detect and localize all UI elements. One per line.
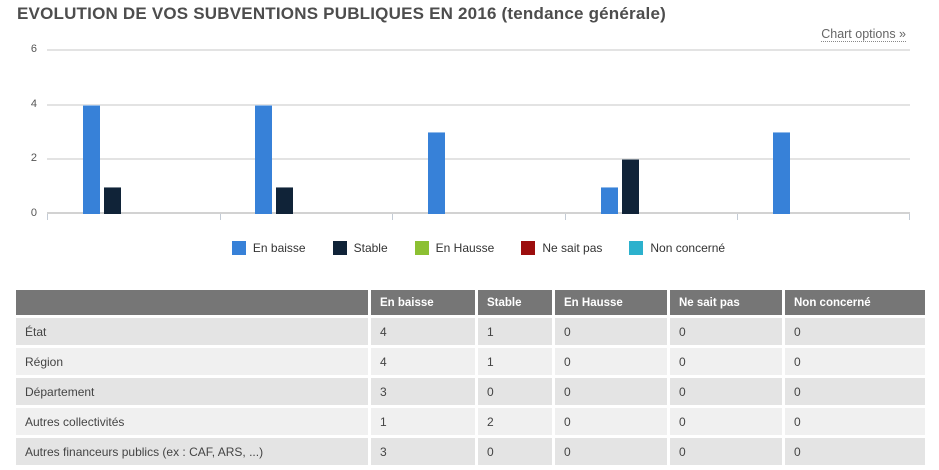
table-header-cell-ne-sait-pas: Ne sait pas bbox=[670, 290, 782, 315]
bar-en-baisse bbox=[255, 104, 273, 214]
bar-en-baisse bbox=[773, 132, 791, 214]
value-cell: 0 bbox=[785, 348, 925, 375]
value-cell: 4 bbox=[371, 348, 475, 375]
legend-item-non-concern-[interactable]: Non concerné bbox=[629, 241, 725, 255]
gridline-y6 bbox=[47, 49, 910, 51]
x-axis-tick bbox=[564, 214, 566, 220]
table-header-cell-en-baisse: En baisse bbox=[371, 290, 475, 315]
y-axis-tick-label: 2 bbox=[30, 152, 37, 165]
value-cell: 3 bbox=[371, 378, 475, 405]
bar-group bbox=[392, 50, 565, 214]
x-axis-tick bbox=[219, 214, 221, 220]
bar-group bbox=[220, 50, 393, 214]
value-cell: 0 bbox=[555, 318, 667, 345]
table-header-row: En baisse Stable En Hausse Ne sait pas Non c… bbox=[16, 290, 925, 315]
legend-item-stable[interactable]: Stable bbox=[332, 241, 388, 255]
legend-item-en-hausse[interactable]: En Hausse bbox=[414, 241, 495, 255]
table-header-cell-en-hausse: En Hausse bbox=[555, 290, 667, 315]
chart-legend: En baisse Stable En Hausse Ne sait pas Non c… bbox=[47, 241, 910, 255]
legend-swatch bbox=[332, 241, 347, 255]
legend-item-en-baisse[interactable]: En baisse bbox=[231, 241, 306, 255]
chart-options-link[interactable]: Chart options » bbox=[821, 27, 906, 42]
x-axis-tick bbox=[392, 214, 394, 220]
legend-label: En baisse bbox=[252, 241, 306, 255]
value-cell: 0 bbox=[555, 378, 667, 405]
bar-group bbox=[565, 50, 738, 214]
bar-en-baisse bbox=[427, 132, 445, 214]
legend-swatch bbox=[629, 241, 644, 255]
table-row: Région 4 1 0 0 0 bbox=[16, 348, 925, 375]
value-cell: 0 bbox=[555, 438, 667, 465]
gridline-y0 bbox=[47, 212, 910, 214]
legend-label: Non concerné bbox=[650, 241, 726, 255]
value-cell: 0 bbox=[670, 408, 782, 435]
row-label-cell: Autres collectivités bbox=[16, 408, 368, 435]
legend-label: En Hausse bbox=[435, 241, 495, 255]
y-axis-tick-label: 6 bbox=[30, 43, 37, 55]
table-body: État 4 1 0 0 0 Région 4 1 0 0 0 Département 3 0 0 0 0 Autr… bbox=[16, 318, 925, 465]
row-label-cell: État bbox=[16, 318, 368, 345]
x-axis-tick bbox=[909, 214, 910, 220]
bar-chart-plot-area: 0 2 4 6 bbox=[31, 43, 910, 220]
table-row: État 4 1 0 0 0 bbox=[16, 318, 925, 345]
y-axis-tick-label: 0 bbox=[30, 207, 37, 219]
results-table: En baisse Stable En Hausse Ne sait pas Non c… bbox=[13, 287, 928, 468]
legend-label: Stable bbox=[353, 241, 388, 255]
bar-stable bbox=[276, 186, 294, 214]
row-label-cell: Département bbox=[16, 378, 368, 405]
bar-en-baisse bbox=[82, 104, 100, 214]
legend-label: Ne sait pas bbox=[542, 241, 603, 255]
value-cell: 1 bbox=[371, 408, 475, 435]
table-header-cell-stable: Stable bbox=[478, 290, 552, 315]
value-cell: 0 bbox=[670, 438, 782, 465]
value-cell: 0 bbox=[785, 318, 925, 345]
table-row: Autres collectivités 1 2 0 0 0 bbox=[16, 408, 925, 435]
table-header-cell-non-concern-: Non concerné bbox=[785, 290, 925, 315]
bar-group bbox=[737, 50, 910, 214]
value-cell: 0 bbox=[785, 378, 925, 405]
value-cell: 0 bbox=[478, 378, 552, 405]
value-cell: 3 bbox=[371, 438, 475, 465]
value-cell: 0 bbox=[785, 408, 925, 435]
gridline-y2 bbox=[47, 158, 910, 161]
legend-swatch bbox=[414, 241, 429, 255]
gridline-y4 bbox=[47, 103, 910, 106]
value-cell: 0 bbox=[670, 318, 782, 345]
value-cell: 4 bbox=[371, 318, 475, 345]
value-cell: 0 bbox=[555, 408, 667, 435]
value-cell: 0 bbox=[785, 438, 925, 465]
value-cell: 0 bbox=[670, 378, 782, 405]
value-cell: 2 bbox=[478, 408, 552, 435]
bar-en-baisse bbox=[600, 186, 618, 214]
x-axis-tick bbox=[737, 214, 739, 220]
bar-group bbox=[47, 50, 220, 214]
row-label-cell: Autres financeurs publics (ex : CAF, ARS… bbox=[16, 438, 368, 465]
table-row: Autres financeurs publics (ex : CAF, ARS… bbox=[16, 438, 925, 465]
x-axis-tick bbox=[47, 214, 48, 220]
legend-item-ne-sait-pas[interactable]: Ne sait pas bbox=[521, 241, 602, 255]
value-cell: 0 bbox=[478, 438, 552, 465]
value-cell: 0 bbox=[670, 348, 782, 375]
bar-stable bbox=[103, 186, 121, 214]
y-axis-tick-label: 4 bbox=[30, 97, 37, 110]
page-title: EVOLUTION DE VOS SUBVENTIONS PUBLIQUES E… bbox=[17, 4, 666, 23]
table-row: Département 3 0 0 0 0 bbox=[16, 378, 925, 405]
value-cell: 1 bbox=[478, 318, 552, 345]
legend-swatch bbox=[521, 241, 536, 255]
table-header-cell-empty bbox=[16, 290, 368, 315]
row-label-cell: Région bbox=[16, 348, 368, 375]
value-cell: 0 bbox=[555, 348, 667, 375]
value-cell: 1 bbox=[478, 348, 552, 375]
legend-swatch bbox=[231, 241, 246, 255]
bar-stable bbox=[621, 159, 639, 214]
